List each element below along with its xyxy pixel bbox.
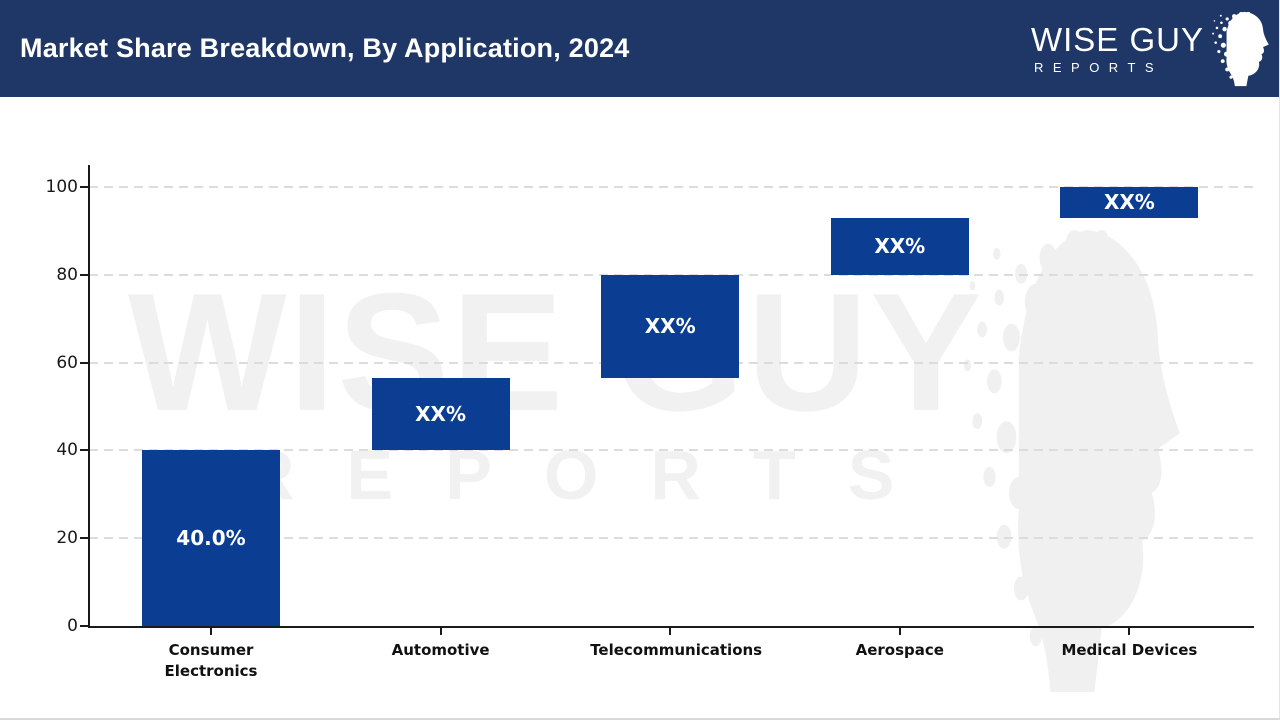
y-tick-label-80: 80 xyxy=(56,264,78,285)
wise-guy-reports-logo: WISE GUY REPORTS xyxy=(1031,4,1272,94)
y-tick-80 xyxy=(80,273,89,276)
header-bar: Market Share Breakdown, By Application, … xyxy=(0,0,1279,97)
page-title: Market Share Breakdown, By Application, … xyxy=(20,33,630,63)
y-tick-label-0: 0 xyxy=(67,616,78,636)
x-category-label: Telecommunications xyxy=(590,641,763,659)
bar-value-label: 40.0% xyxy=(176,526,246,551)
gridline-40 xyxy=(89,449,1253,452)
logo-brand-subtext: REPORTS xyxy=(1033,60,1164,75)
bar-value-label: XX% xyxy=(874,234,926,259)
y-tick-20 xyxy=(80,537,89,540)
x-category-label: Aerospace xyxy=(855,641,944,659)
x-category-label: Consumer Electronics xyxy=(164,641,258,680)
bar-value-label: XX% xyxy=(644,314,696,339)
x-tick-3 xyxy=(669,628,672,635)
y-tick-label-40: 40 xyxy=(56,440,78,461)
bar-automotive: XX% xyxy=(371,377,510,451)
bar-value-label: XX% xyxy=(1103,190,1155,215)
y-tick-label-20: 20 xyxy=(56,528,78,549)
y-tick-60 xyxy=(80,361,89,364)
y-tick-100 xyxy=(80,186,89,188)
y-axis-line xyxy=(88,165,90,628)
y-tick-label-100: 100 xyxy=(45,177,78,197)
x-category-label: Medical Devices xyxy=(1061,641,1198,659)
y-tick-0 xyxy=(80,625,89,627)
x-tick-4 xyxy=(898,628,901,635)
logo-dotted-head-icon xyxy=(1212,11,1269,87)
bar-consumer-electronics: 40.0% xyxy=(142,450,280,626)
x-tick-5 xyxy=(1128,628,1131,635)
y-tick-40 xyxy=(80,449,89,452)
x-category-label: Automotive xyxy=(391,641,490,659)
y-tick-label-60: 60 xyxy=(56,352,78,373)
x-axis-line xyxy=(88,626,1254,628)
logo-text: WISE GUY REPORTS xyxy=(1031,23,1204,75)
bar-telecommunications: XX% xyxy=(601,274,740,378)
x-tick-1 xyxy=(210,628,212,635)
gridline-20 xyxy=(89,537,1253,540)
bar-value-label: XX% xyxy=(415,402,467,427)
bar-aerospace: XX% xyxy=(830,217,969,275)
logo-brand-name: WISE GUY xyxy=(1030,21,1204,58)
x-tick-2 xyxy=(439,628,442,635)
gridline-100 xyxy=(89,186,1253,188)
bar-medical-devices: XX% xyxy=(1060,187,1199,218)
